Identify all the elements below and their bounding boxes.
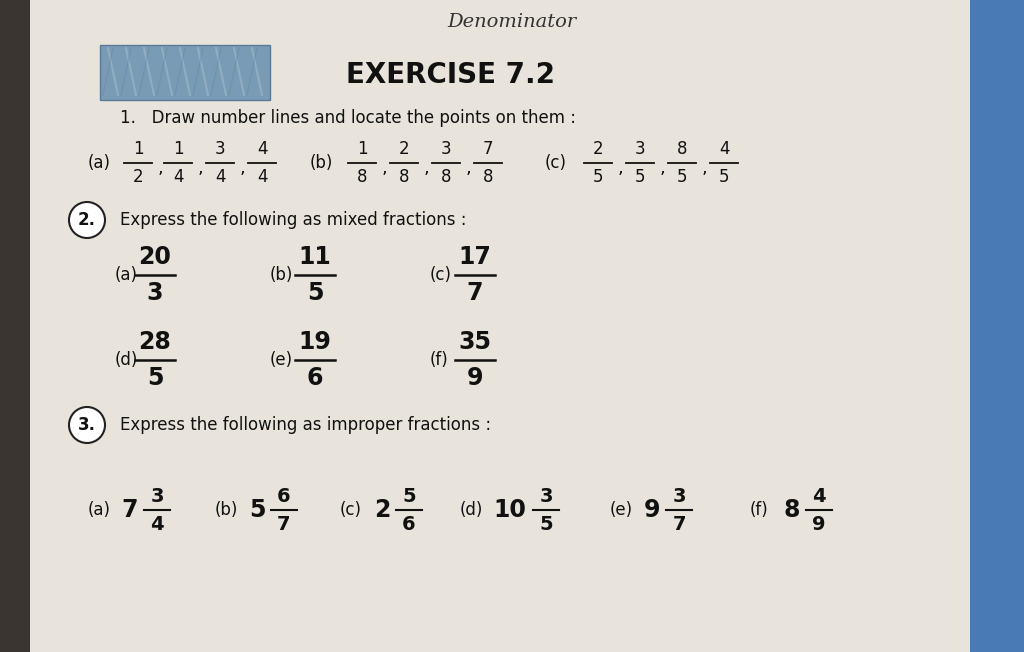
Text: (b): (b) bbox=[215, 501, 239, 519]
Text: 7: 7 bbox=[122, 498, 138, 522]
Text: 7: 7 bbox=[278, 514, 291, 533]
Text: 8: 8 bbox=[356, 168, 368, 186]
Text: (e): (e) bbox=[610, 501, 633, 519]
Text: 2.: 2. bbox=[78, 211, 96, 229]
Text: 3: 3 bbox=[672, 486, 686, 505]
Text: 7: 7 bbox=[672, 514, 686, 533]
Text: Denominator: Denominator bbox=[447, 13, 577, 31]
Text: ,: , bbox=[423, 159, 429, 177]
Text: ,: , bbox=[659, 159, 665, 177]
Text: ,: , bbox=[381, 159, 387, 177]
Text: 3: 3 bbox=[440, 140, 452, 158]
Text: 4: 4 bbox=[812, 486, 825, 505]
Circle shape bbox=[69, 407, 105, 443]
Text: 5: 5 bbox=[249, 498, 265, 522]
Text: 8: 8 bbox=[482, 168, 494, 186]
Text: 19: 19 bbox=[299, 330, 332, 354]
Text: 3: 3 bbox=[146, 281, 163, 305]
Text: 1.   Draw number lines and locate the points on them :: 1. Draw number lines and locate the poin… bbox=[120, 109, 575, 127]
Bar bbox=[0, 0, 30, 652]
Text: 9: 9 bbox=[644, 498, 660, 522]
Text: 3: 3 bbox=[215, 140, 225, 158]
Text: 1: 1 bbox=[356, 140, 368, 158]
Text: 5: 5 bbox=[146, 366, 163, 390]
Text: ,: , bbox=[157, 159, 163, 177]
Text: 5: 5 bbox=[677, 168, 687, 186]
Text: 1: 1 bbox=[133, 140, 143, 158]
Text: 11: 11 bbox=[299, 245, 332, 269]
Text: 2: 2 bbox=[374, 498, 390, 522]
Text: (c): (c) bbox=[430, 266, 452, 284]
Text: 5: 5 bbox=[635, 168, 645, 186]
Text: EXERCISE 7.2: EXERCISE 7.2 bbox=[345, 61, 555, 89]
Text: (f): (f) bbox=[430, 351, 449, 369]
Text: (a): (a) bbox=[115, 266, 138, 284]
Text: ,: , bbox=[465, 159, 471, 177]
Text: 8: 8 bbox=[440, 168, 452, 186]
Text: (b): (b) bbox=[270, 266, 293, 284]
Text: 8: 8 bbox=[677, 140, 687, 158]
Text: 3: 3 bbox=[151, 486, 164, 505]
Text: 35: 35 bbox=[459, 330, 492, 354]
Text: (a): (a) bbox=[88, 501, 111, 519]
Text: 10: 10 bbox=[494, 498, 526, 522]
Text: ,: , bbox=[198, 159, 203, 177]
Text: 4: 4 bbox=[257, 168, 267, 186]
Text: ,: , bbox=[240, 159, 245, 177]
Text: (f): (f) bbox=[750, 501, 769, 519]
Text: (d): (d) bbox=[460, 501, 483, 519]
Bar bbox=[970, 0, 1024, 652]
Text: 3.: 3. bbox=[78, 416, 96, 434]
Text: 4: 4 bbox=[173, 168, 183, 186]
Text: 17: 17 bbox=[459, 245, 492, 269]
Text: 7: 7 bbox=[467, 281, 483, 305]
Text: 5: 5 bbox=[402, 486, 416, 505]
Circle shape bbox=[69, 202, 105, 238]
Text: 4: 4 bbox=[215, 168, 225, 186]
Text: 1: 1 bbox=[173, 140, 183, 158]
Text: ,: , bbox=[617, 159, 623, 177]
Text: 4: 4 bbox=[151, 514, 164, 533]
Text: Express the following as mixed fractions :: Express the following as mixed fractions… bbox=[120, 211, 467, 229]
Text: 4: 4 bbox=[719, 140, 729, 158]
Text: 6: 6 bbox=[278, 486, 291, 505]
Text: 2: 2 bbox=[593, 140, 603, 158]
Text: Express the following as improper fractions :: Express the following as improper fracti… bbox=[120, 416, 492, 434]
Text: 8: 8 bbox=[398, 168, 410, 186]
Text: (e): (e) bbox=[270, 351, 293, 369]
Text: 20: 20 bbox=[138, 245, 171, 269]
Text: 3: 3 bbox=[635, 140, 645, 158]
Text: 5: 5 bbox=[540, 514, 553, 533]
Text: 5: 5 bbox=[593, 168, 603, 186]
Text: (c): (c) bbox=[340, 501, 362, 519]
Text: 9: 9 bbox=[467, 366, 483, 390]
Text: 8: 8 bbox=[783, 498, 800, 522]
Text: 28: 28 bbox=[138, 330, 171, 354]
Text: 9: 9 bbox=[812, 514, 825, 533]
Text: 5: 5 bbox=[307, 281, 324, 305]
Text: (a): (a) bbox=[88, 154, 111, 172]
Text: 2: 2 bbox=[133, 168, 143, 186]
Text: 2: 2 bbox=[398, 140, 410, 158]
Text: (c): (c) bbox=[545, 154, 567, 172]
Text: (d): (d) bbox=[115, 351, 138, 369]
Text: 6: 6 bbox=[402, 514, 416, 533]
Text: 7: 7 bbox=[482, 140, 494, 158]
Text: 4: 4 bbox=[257, 140, 267, 158]
Bar bbox=[100, 45, 270, 100]
Text: 3: 3 bbox=[540, 486, 553, 505]
Text: (b): (b) bbox=[310, 154, 334, 172]
Text: 5: 5 bbox=[719, 168, 729, 186]
Text: 6: 6 bbox=[307, 366, 324, 390]
Text: ,: , bbox=[701, 159, 707, 177]
